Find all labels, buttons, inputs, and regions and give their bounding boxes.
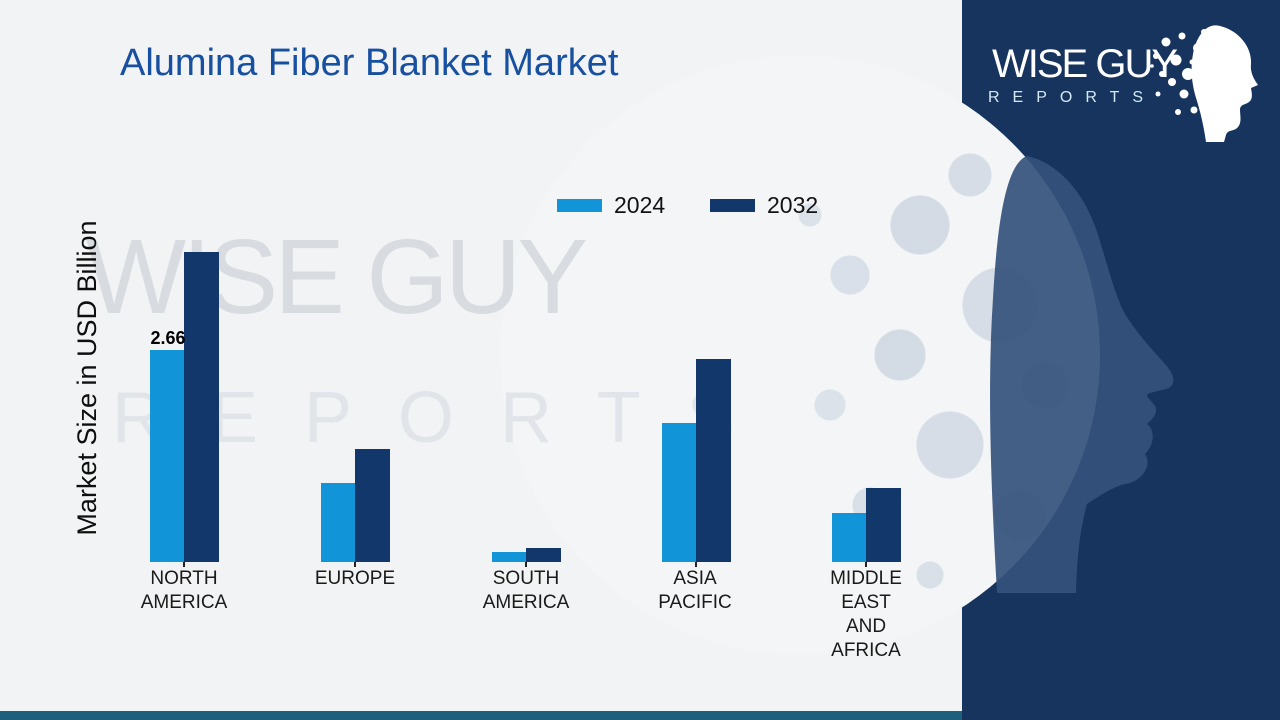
legend-item-2024: 2024 (557, 192, 665, 219)
face-profile-watermark-icon (990, 156, 1174, 593)
axis-tick (695, 562, 697, 567)
bottom-accent-bar (0, 711, 962, 720)
axis-tick (354, 562, 356, 567)
page-title: Alumina Fiber Blanket Market (120, 42, 619, 84)
category-label-asia-pacific: ASIA PACIFIC (658, 568, 732, 613)
bar-group-south-america (492, 547, 561, 562)
data-label-north-america-2024: 2.66 (150, 328, 186, 348)
legend-label-2032: 2032 (767, 192, 819, 218)
category-label-europe: EUROPE (314, 568, 396, 589)
axis-tick (183, 562, 185, 567)
bar-europe-2032 (355, 448, 390, 562)
legend-item-2032: 2032 (710, 192, 818, 219)
legend-swatch-2032 (710, 199, 755, 212)
legend-label-2024: 2024 (614, 192, 666, 218)
logo-wordmark: WISE GUY (991, 42, 1178, 86)
bar-south-america-2024 (492, 551, 526, 562)
category-label-middle-east-africa: MIDDLE EAST AND AFRICA (830, 568, 902, 661)
category-label-south-america: SOUTH AMERICA (482, 568, 570, 613)
bar-europe-2024 (321, 483, 355, 562)
legend-swatch-2024 (557, 199, 602, 212)
bar-group-europe (321, 448, 390, 562)
bar-south-america-2032 (526, 547, 561, 562)
category-label-north-america: NORTH AMERICA (140, 568, 228, 613)
axis-tick (865, 562, 867, 567)
watermark-wiseguy-text: WISE GUY (86, 218, 588, 336)
y-axis-label: Market Size in USD Billion (72, 220, 102, 536)
watermark-reports-text: REPORTS (112, 378, 781, 458)
logo-head-icon (1150, 25, 1258, 142)
axis-tick (525, 562, 527, 567)
logo-subtitle: REPORTS (988, 89, 1157, 106)
